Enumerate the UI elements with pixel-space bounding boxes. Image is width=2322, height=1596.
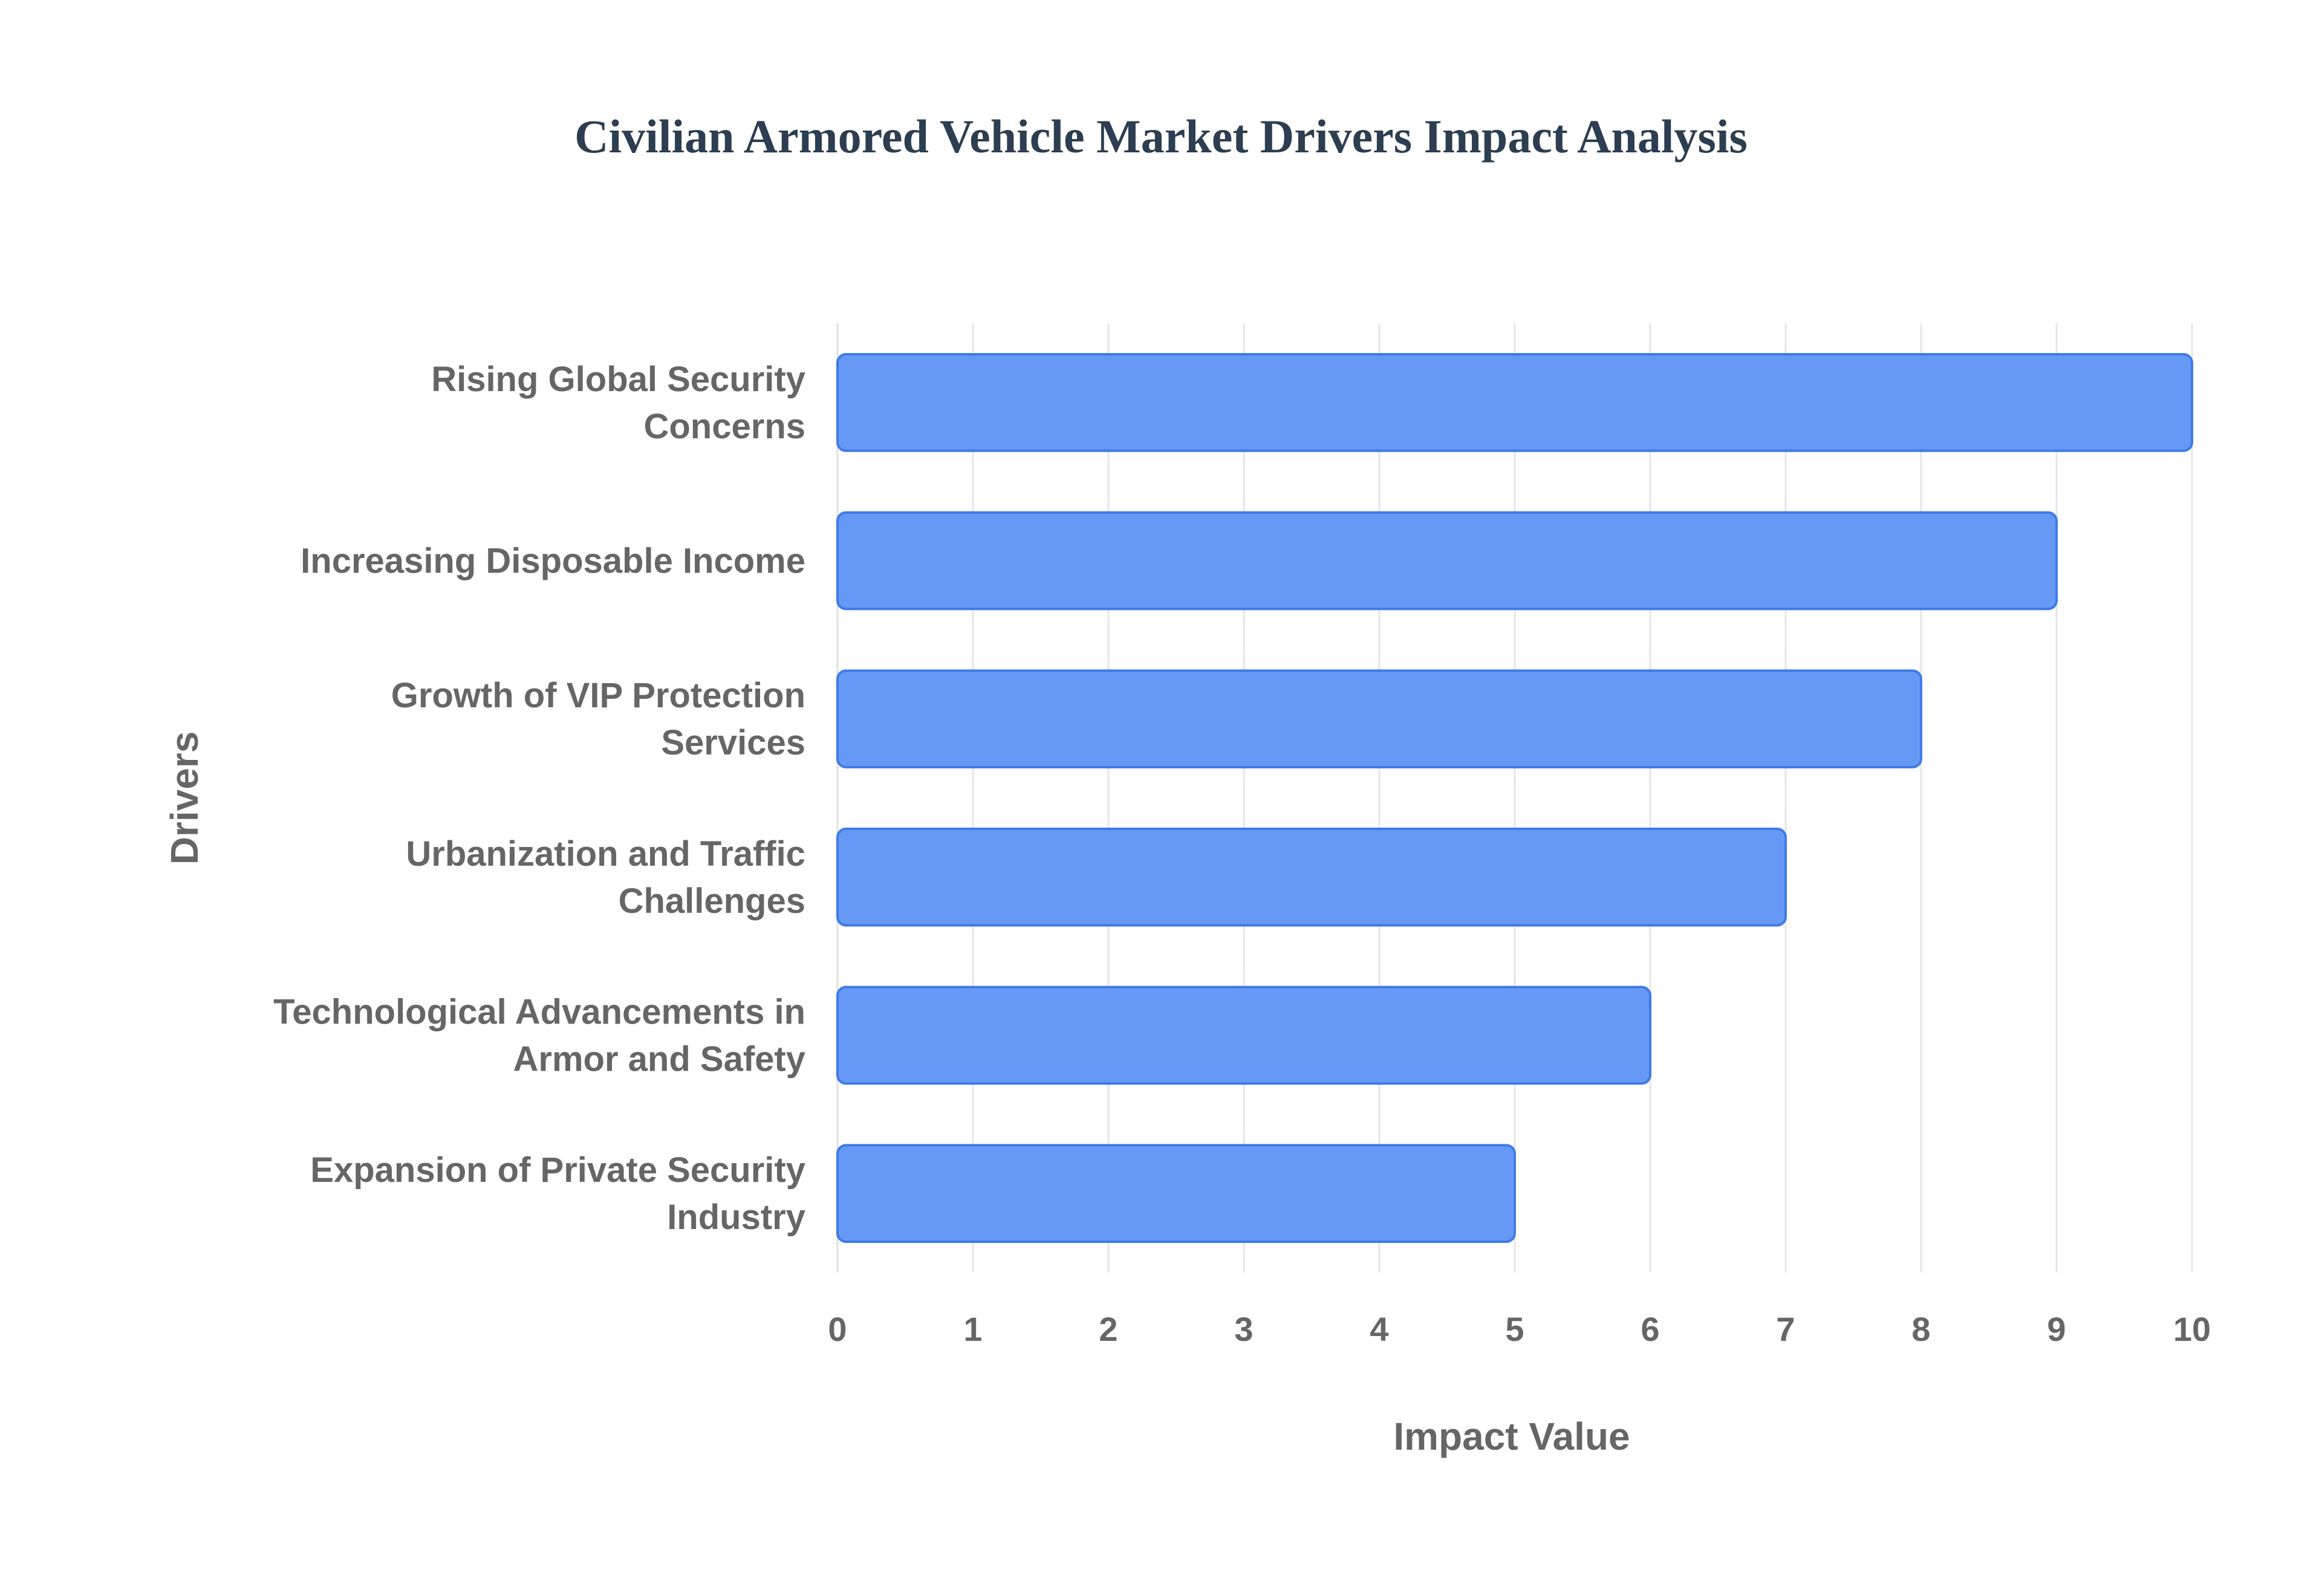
bar xyxy=(836,985,1651,1085)
x-tick-label: 10 xyxy=(2173,1310,2211,1348)
category-label-line: Services xyxy=(661,723,805,762)
bar xyxy=(836,353,2193,452)
bar xyxy=(836,511,2058,611)
bar xyxy=(836,828,1787,927)
category-label-line: Challenges xyxy=(619,881,805,921)
x-axis-title: Impact Value xyxy=(1393,1415,1630,1458)
category-label: Expansion of Private Security Industry xyxy=(310,1150,805,1237)
category-label-line: Urbanization and Traffic xyxy=(406,834,805,874)
category-label: Increasing Disposable Income xyxy=(301,542,805,581)
x-tick-label: 2 xyxy=(1099,1310,1117,1348)
category-label-line: Armor and Safety xyxy=(513,1040,805,1079)
category-label: Technological Advancements in Armor and S… xyxy=(273,993,805,1079)
bar xyxy=(836,1144,1516,1243)
category-label: Rising Global Security Concerns xyxy=(431,360,805,446)
x-tick-labels: 0 1 2 3 4 5 6 7 8 9 10 xyxy=(828,1310,2211,1348)
category-label: Growth of VIP Protection Services xyxy=(391,676,805,762)
category-label-line: Concerns xyxy=(643,407,805,446)
grid-lines xyxy=(836,323,2193,1273)
x-tick-label: 7 xyxy=(1776,1310,1795,1348)
x-tick-label: 8 xyxy=(1911,1310,1930,1348)
x-tick-label: 5 xyxy=(1505,1310,1524,1348)
x-tick-label: 1 xyxy=(963,1310,982,1348)
category-label-line: Expansion of Private Security xyxy=(310,1150,805,1190)
category-label-line: Technological Advancements in xyxy=(273,993,805,1032)
x-tick-label: 9 xyxy=(2047,1310,2066,1348)
x-tick-label: 6 xyxy=(1641,1310,1659,1348)
category-labels: Rising Global Security Concerns Increasing… xyxy=(273,360,805,1237)
category-label-line: Industry xyxy=(667,1198,805,1237)
x-tick-label: 4 xyxy=(1370,1310,1388,1348)
x-tick-label: 3 xyxy=(1234,1310,1253,1348)
chart-title: Civilian Armored Vehicle Market Drivers … xyxy=(574,110,1748,163)
y-axis-title: Drivers xyxy=(163,731,206,865)
category-label: Urbanization and Traffic Challenges xyxy=(406,834,805,921)
category-label-line: Growth of VIP Protection xyxy=(391,676,805,715)
category-label-line: Increasing Disposable Income xyxy=(301,542,805,581)
bar-series xyxy=(836,353,2193,1243)
bar xyxy=(836,669,1922,768)
category-label-line: Rising Global Security xyxy=(431,360,805,399)
x-tick-label: 0 xyxy=(828,1310,847,1348)
